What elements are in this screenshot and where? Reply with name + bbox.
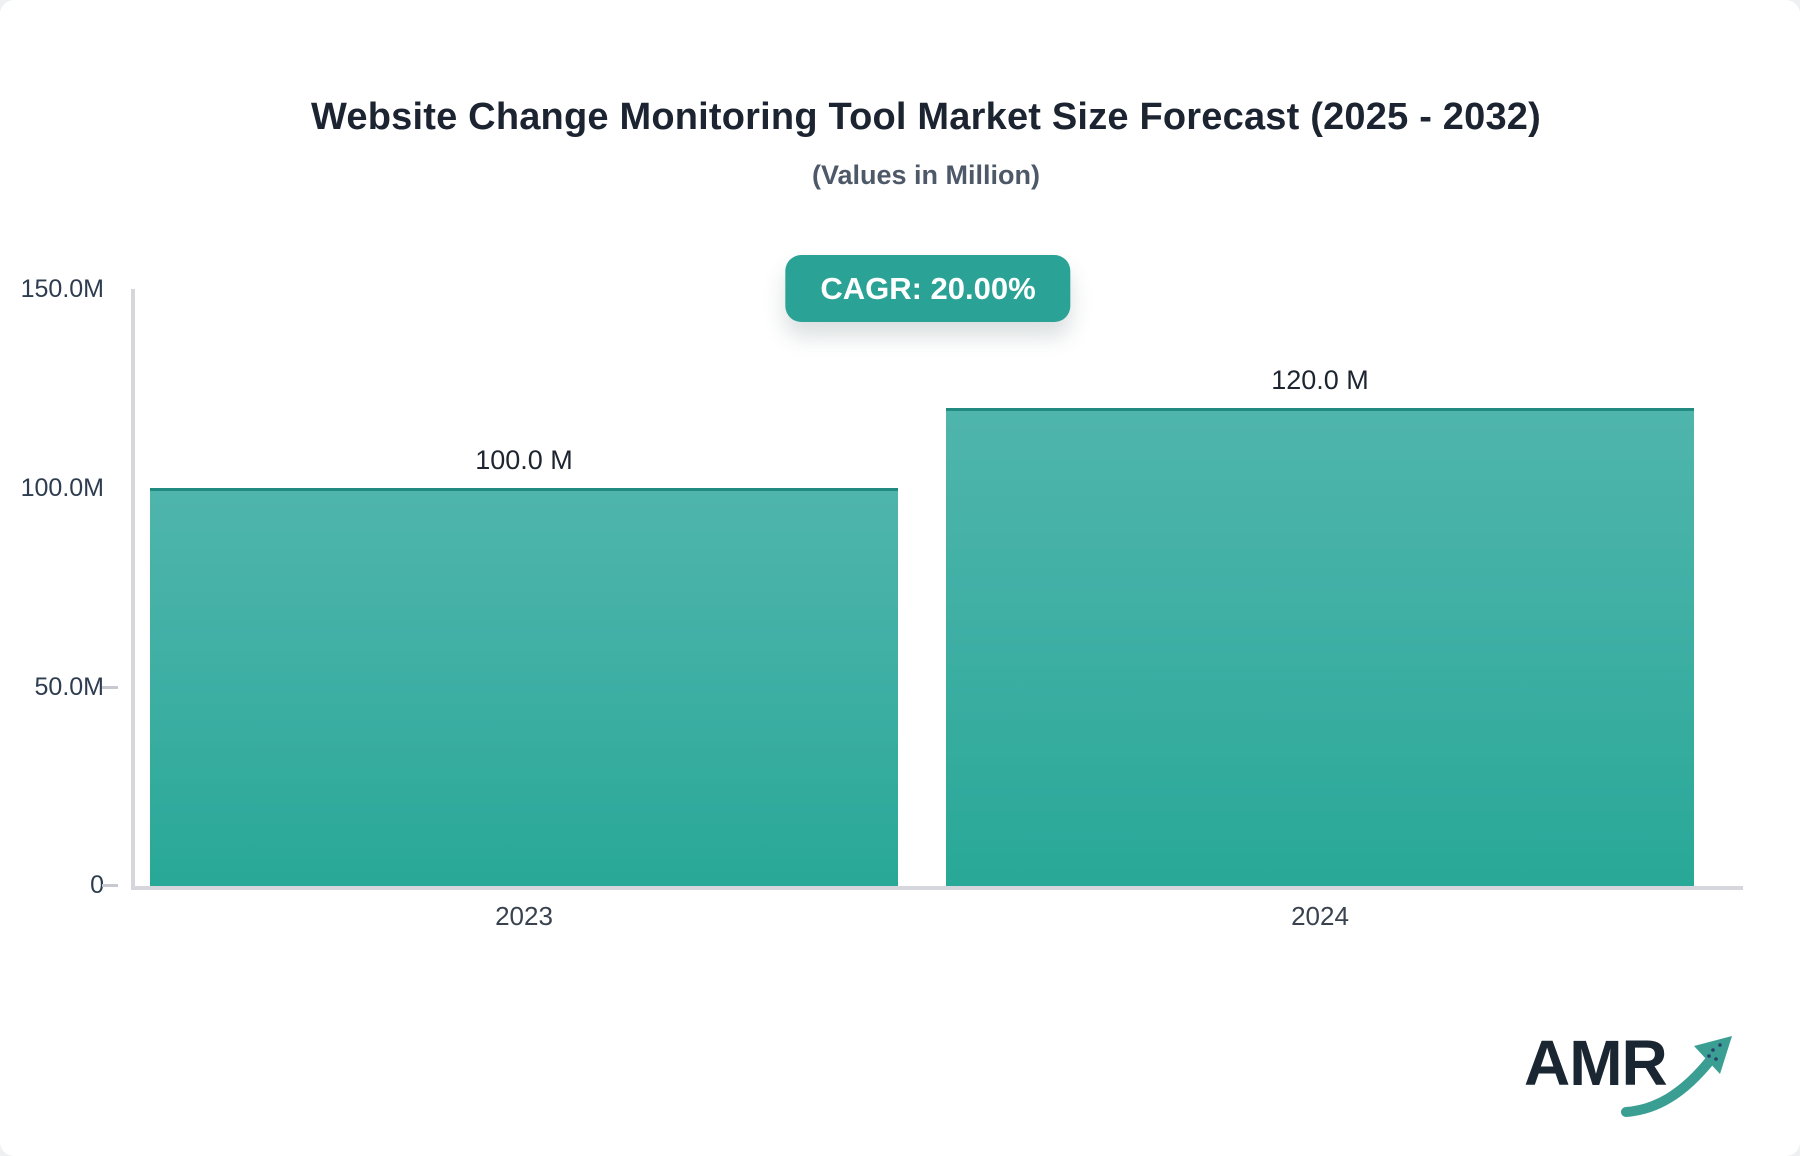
x-axis-line [131, 886, 1743, 890]
chart-subtitle: (Values in Million) [811, 160, 1041, 190]
y-tick-label-50: 50.0M [34, 673, 104, 701]
chart-title: Website Change Monitoring Tool Market Si… [311, 96, 1541, 138]
amr-logo-text: AMR [1524, 1027, 1668, 1099]
x-tick-label-2023: 2023 [495, 901, 553, 931]
y-tick-label-100: 100.0M [20, 474, 104, 502]
bar-value-label-2023: 100.0 M [475, 445, 573, 475]
growth-arrow-icon [1621, 1036, 1732, 1117]
y-axis-minor-tick [102, 884, 118, 887]
cagr-badge: CAGR: 20.00% [785, 255, 1071, 322]
y-tick-label-0: 0 [90, 871, 104, 899]
amr-logo: AMR [1524, 1022, 1744, 1122]
y-axis-line [131, 289, 135, 890]
x-tick-label-2024: 2024 [1291, 901, 1349, 931]
bar-2024[interactable] [946, 408, 1694, 886]
y-tick-label-150: 150.0M [20, 275, 104, 303]
bar-2023[interactable] [150, 488, 898, 886]
bar-value-label-2024: 120.0 M [1271, 365, 1369, 396]
y-axis-minor-tick [102, 686, 118, 689]
